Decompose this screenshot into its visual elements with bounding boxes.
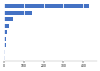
Bar <box>4 17 13 21</box>
Bar <box>4 37 6 41</box>
Bar <box>4 24 9 28</box>
Bar <box>4 43 6 47</box>
Bar <box>4 50 5 54</box>
Bar <box>4 4 89 8</box>
Bar <box>4 11 32 14</box>
Bar <box>4 30 7 34</box>
Bar <box>4 56 5 60</box>
